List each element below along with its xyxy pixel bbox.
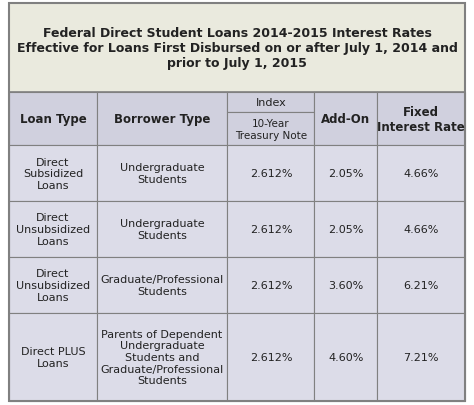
Bar: [97, 93, 228, 146]
Bar: [314, 313, 377, 401]
Text: 2.612%: 2.612%: [250, 352, 292, 362]
Text: 6.21%: 6.21%: [403, 280, 438, 290]
Text: Direct PLUS
Loans: Direct PLUS Loans: [21, 346, 85, 368]
Text: 10-Year
Treasury Note: 10-Year Treasury Note: [235, 119, 307, 140]
Text: Undergraduate
Students: Undergraduate Students: [119, 219, 204, 240]
Text: 3.60%: 3.60%: [328, 280, 364, 290]
Bar: [314, 146, 377, 202]
Text: 7.21%: 7.21%: [403, 352, 439, 362]
Bar: [97, 258, 228, 313]
Bar: [9, 258, 97, 313]
Bar: [228, 202, 314, 258]
Text: 2.05%: 2.05%: [328, 224, 364, 234]
Bar: [9, 146, 97, 202]
Bar: [377, 93, 465, 146]
Bar: [9, 313, 97, 401]
Text: Loan Type: Loan Type: [20, 113, 86, 126]
Text: Fixed
Interest Rate: Fixed Interest Rate: [377, 106, 465, 133]
Text: Parents of Dependent
Undergraduate
Students and
Graduate/Professional
Students: Parents of Dependent Undergraduate Stude…: [100, 329, 224, 385]
Bar: [377, 202, 465, 258]
Text: Borrower Type: Borrower Type: [114, 113, 210, 126]
Text: 2.05%: 2.05%: [328, 169, 364, 179]
Text: 2.612%: 2.612%: [250, 280, 292, 290]
Text: Graduate/Professional
Students: Graduate/Professional Students: [100, 275, 224, 296]
Bar: [97, 202, 228, 258]
Bar: [9, 4, 465, 93]
Text: 4.60%: 4.60%: [328, 352, 364, 362]
Bar: [228, 93, 314, 113]
Text: Direct
Unsubsidized
Loans: Direct Unsubsidized Loans: [16, 269, 90, 302]
Text: Direct
Subsidized
Loans: Direct Subsidized Loans: [23, 157, 83, 190]
Bar: [228, 146, 314, 202]
Text: 2.612%: 2.612%: [250, 169, 292, 179]
Bar: [314, 258, 377, 313]
Text: Add-On: Add-On: [321, 113, 371, 126]
Text: Federal Direct Student Loans 2014-2015 Interest Rates
Effective for Loans First : Federal Direct Student Loans 2014-2015 I…: [17, 27, 457, 70]
Bar: [228, 313, 314, 401]
Bar: [9, 93, 97, 146]
Bar: [314, 93, 377, 146]
Text: 4.66%: 4.66%: [403, 224, 438, 234]
Bar: [9, 202, 97, 258]
Bar: [377, 313, 465, 401]
Bar: [314, 202, 377, 258]
Bar: [97, 313, 228, 401]
Bar: [377, 258, 465, 313]
Bar: [97, 146, 228, 202]
Text: Index: Index: [255, 98, 286, 108]
Text: Undergraduate
Students: Undergraduate Students: [119, 163, 204, 185]
Bar: [377, 146, 465, 202]
Text: 4.66%: 4.66%: [403, 169, 438, 179]
Bar: [228, 113, 314, 146]
Text: 2.612%: 2.612%: [250, 224, 292, 234]
Text: Direct
Unsubsidized
Loans: Direct Unsubsidized Loans: [16, 213, 90, 246]
Bar: [228, 258, 314, 313]
